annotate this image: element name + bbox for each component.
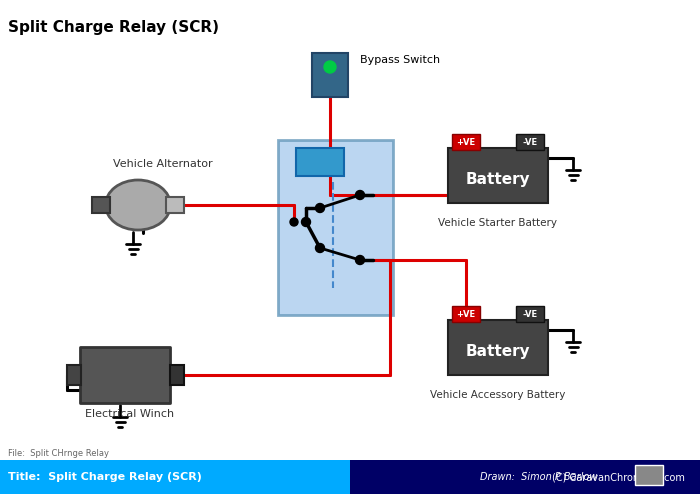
Bar <box>92 197 110 213</box>
Text: Title:  Split Charge Relay (SCR): Title: Split Charge Relay (SCR) <box>8 472 202 482</box>
Bar <box>170 365 184 385</box>
Bar <box>452 306 480 322</box>
Text: -VE: -VE <box>522 310 538 319</box>
Bar <box>80 347 170 403</box>
Text: Drawn:  Simon P Barlow: Drawn: Simon P Barlow <box>480 472 597 482</box>
Bar <box>516 306 544 322</box>
Circle shape <box>316 244 325 252</box>
Text: Vehicle Starter Battery: Vehicle Starter Battery <box>438 218 557 228</box>
Bar <box>67 365 81 385</box>
Text: Bypass Switch: Bypass Switch <box>360 55 440 65</box>
Bar <box>312 53 348 97</box>
Text: +VE: +VE <box>456 310 475 319</box>
Text: -VE: -VE <box>522 137 538 147</box>
Bar <box>448 320 548 375</box>
Text: Split Charge Relay (SCR): Split Charge Relay (SCR) <box>8 20 219 35</box>
Text: (C) CaravanChronicles.com: (C) CaravanChronicles.com <box>552 472 685 482</box>
Circle shape <box>316 204 325 212</box>
Text: File:  Split CHrnge Relay: File: Split CHrnge Relay <box>8 449 109 457</box>
Circle shape <box>324 61 336 73</box>
Text: Vehicle Accessory Battery: Vehicle Accessory Battery <box>430 390 566 400</box>
Bar <box>350 460 700 494</box>
Bar <box>635 465 663 485</box>
Text: Vehicle Alternator: Vehicle Alternator <box>113 159 213 169</box>
Bar <box>166 197 184 213</box>
Circle shape <box>356 255 365 264</box>
Text: Battery: Battery <box>466 344 531 359</box>
Circle shape <box>302 217 311 227</box>
Circle shape <box>290 218 298 226</box>
Bar <box>452 134 480 150</box>
Bar <box>296 148 344 176</box>
Bar <box>278 140 393 315</box>
Bar <box>0 460 350 494</box>
Bar <box>448 148 548 203</box>
Ellipse shape <box>106 180 171 230</box>
Text: Electrical Winch: Electrical Winch <box>85 409 174 419</box>
Bar <box>516 134 544 150</box>
Circle shape <box>356 191 365 200</box>
Text: +VE: +VE <box>456 137 475 147</box>
Text: Battery: Battery <box>466 172 531 187</box>
